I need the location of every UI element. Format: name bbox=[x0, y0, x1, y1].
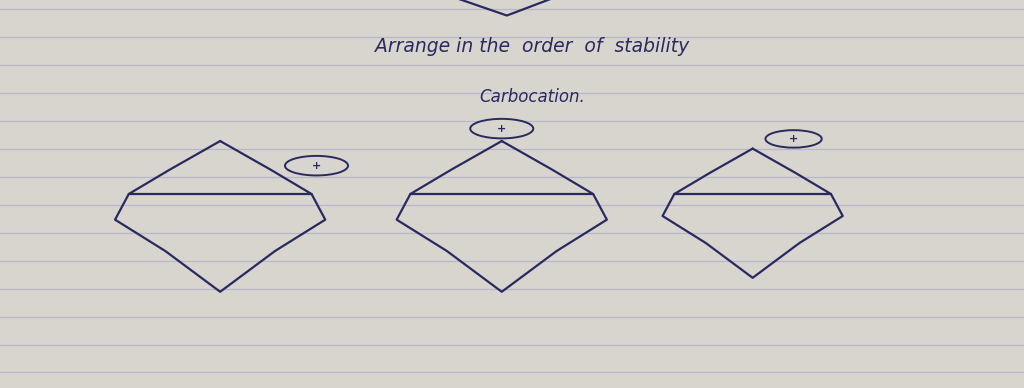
Ellipse shape bbox=[470, 119, 534, 139]
Ellipse shape bbox=[285, 156, 348, 175]
Text: Carbocation.: Carbocation. bbox=[479, 88, 586, 106]
Text: +: + bbox=[312, 161, 322, 171]
Text: Arrange in the  order  of  stability: Arrange in the order of stability bbox=[376, 37, 689, 56]
Text: +: + bbox=[497, 124, 507, 133]
Ellipse shape bbox=[766, 130, 821, 147]
Text: +: + bbox=[788, 134, 799, 144]
